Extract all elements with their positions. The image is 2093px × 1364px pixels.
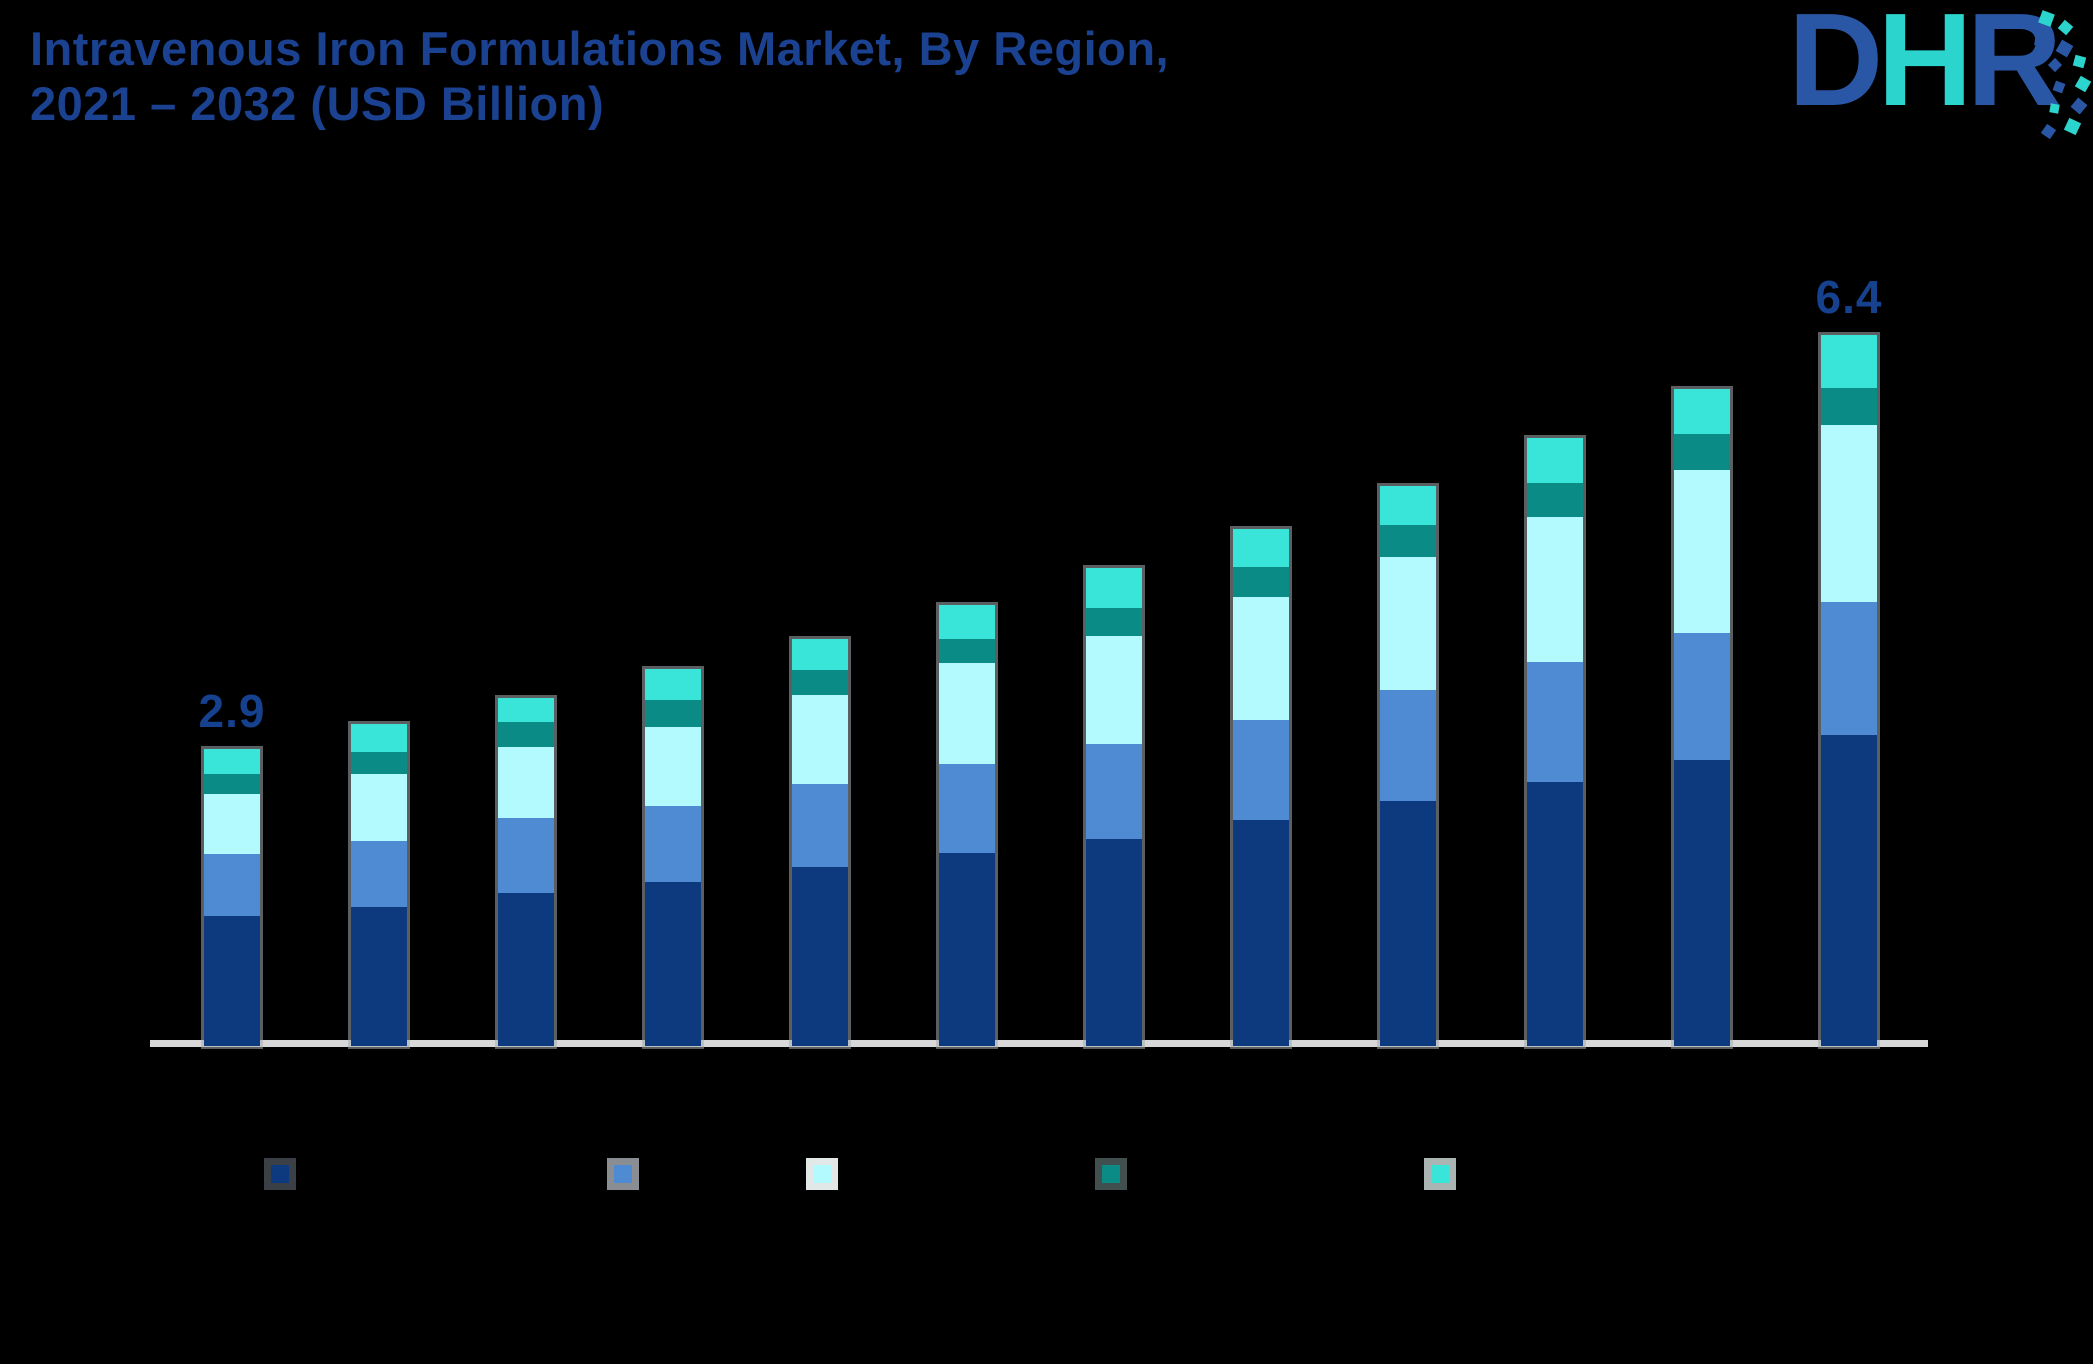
bar-value-label-2032: 6.4 — [1815, 271, 1883, 323]
chart-title-line2: 2021 – 2032 (USD Billion) — [30, 76, 605, 130]
bar-2032 — [1818, 332, 1880, 1049]
segment-navy-2031 — [1674, 759, 1730, 1046]
bar-2027 — [1083, 565, 1145, 1049]
segment-medium-blue-2030 — [1527, 662, 1583, 783]
segment-teal-2029 — [1380, 525, 1436, 557]
segment-medium-blue-2025 — [792, 784, 848, 867]
bar-2030 — [1524, 435, 1586, 1049]
segment-navy-2030 — [1527, 782, 1583, 1046]
bar-value-label-2021: 2.9 — [198, 685, 266, 737]
segment-medium-blue-2026 — [939, 764, 995, 853]
bar-2029 — [1377, 483, 1439, 1049]
bar-2024 — [642, 666, 704, 1049]
segment-medium-blue-2028 — [1233, 719, 1289, 820]
segment-teal-2032 — [1821, 388, 1877, 425]
segment-pale-cyan-2029 — [1380, 556, 1436, 691]
segment-turquoise-2022 — [351, 724, 407, 752]
bar-2031 — [1671, 386, 1733, 1049]
segment-teal-2026 — [939, 639, 995, 664]
segment-navy-2024 — [645, 881, 701, 1046]
segment-teal-2023 — [498, 721, 554, 747]
segment-turquoise-2023 — [498, 698, 554, 722]
segment-teal-2027 — [1086, 607, 1142, 637]
segment-turquoise-2024 — [645, 669, 701, 701]
segment-medium-blue-2023 — [498, 818, 554, 894]
segment-teal-2021 — [204, 773, 260, 795]
segment-teal-2028 — [1233, 566, 1289, 597]
segment-pale-cyan-2023 — [498, 746, 554, 819]
segment-pale-cyan-2027 — [1086, 636, 1142, 745]
segment-navy-2029 — [1380, 800, 1436, 1046]
segment-turquoise-2028 — [1233, 529, 1289, 567]
segment-navy-2026 — [939, 852, 995, 1046]
segment-pale-cyan-2022 — [351, 773, 407, 841]
segment-medium-blue-2032 — [1821, 602, 1877, 736]
segment-turquoise-2030 — [1527, 438, 1583, 483]
segment-navy-2032 — [1821, 735, 1877, 1046]
segment-medium-blue-2021 — [204, 854, 260, 916]
segment-medium-blue-2024 — [645, 806, 701, 882]
logo-letter-D: D — [1788, 0, 1883, 133]
segment-medium-blue-2031 — [1674, 633, 1730, 760]
bar-2021 — [201, 746, 263, 1049]
segment-turquoise-2029 — [1380, 486, 1436, 526]
bar-2025 — [789, 636, 851, 1049]
segment-pale-cyan-2032 — [1821, 424, 1877, 603]
segment-turquoise-2025 — [792, 639, 848, 670]
segment-navy-2027 — [1086, 838, 1142, 1046]
segment-teal-2024 — [645, 700, 701, 727]
segment-pale-cyan-2025 — [792, 694, 848, 785]
legend-pale-cyan-region-swatch — [806, 1158, 838, 1190]
segment-turquoise-2026 — [939, 605, 995, 639]
x-axis-line — [150, 1040, 1928, 1047]
segment-turquoise-2031 — [1674, 389, 1730, 435]
segment-medium-blue-2022 — [351, 840, 407, 907]
chart-title-line1: Intravenous Iron Formulations Market, By… — [30, 22, 1170, 75]
legend-navy-region-swatch — [264, 1158, 296, 1190]
segment-turquoise-2032 — [1821, 335, 1877, 389]
segment-navy-2028 — [1233, 819, 1289, 1046]
segment-navy-2022 — [351, 906, 407, 1046]
segment-medium-blue-2029 — [1380, 690, 1436, 801]
segment-turquoise-2027 — [1086, 568, 1142, 608]
segment-pale-cyan-2021 — [204, 794, 260, 855]
segment-pale-cyan-2024 — [645, 726, 701, 807]
segment-teal-2022 — [351, 751, 407, 774]
segment-pale-cyan-2030 — [1527, 516, 1583, 663]
segment-medium-blue-2027 — [1086, 744, 1142, 839]
legend-turquoise-region-swatch — [1424, 1158, 1456, 1190]
segment-navy-2025 — [792, 866, 848, 1046]
legend-teal-region-swatch — [1095, 1158, 1127, 1190]
segment-pale-cyan-2028 — [1233, 596, 1289, 720]
dhr-logo: DHR — [1788, 0, 2092, 148]
chart-title: Intravenous Iron Formulations Market, By… — [30, 22, 1330, 132]
segment-pale-cyan-2031 — [1674, 470, 1730, 634]
segment-navy-2023 — [498, 893, 554, 1046]
segment-teal-2025 — [792, 669, 848, 695]
bar-2023 — [495, 695, 557, 1049]
segment-teal-2031 — [1674, 434, 1730, 471]
bar-2026 — [936, 602, 998, 1049]
segment-navy-2021 — [204, 915, 260, 1046]
bar-2028 — [1230, 526, 1292, 1049]
bar-2022 — [348, 721, 410, 1049]
segment-pale-cyan-2026 — [939, 663, 995, 765]
legend-blue-region-swatch — [607, 1158, 639, 1190]
logo-letter-H: H — [1877, 0, 1972, 133]
dhr-logo-letters: DHR — [1788, 0, 2062, 126]
segment-teal-2030 — [1527, 482, 1583, 517]
segment-turquoise-2021 — [204, 749, 260, 774]
